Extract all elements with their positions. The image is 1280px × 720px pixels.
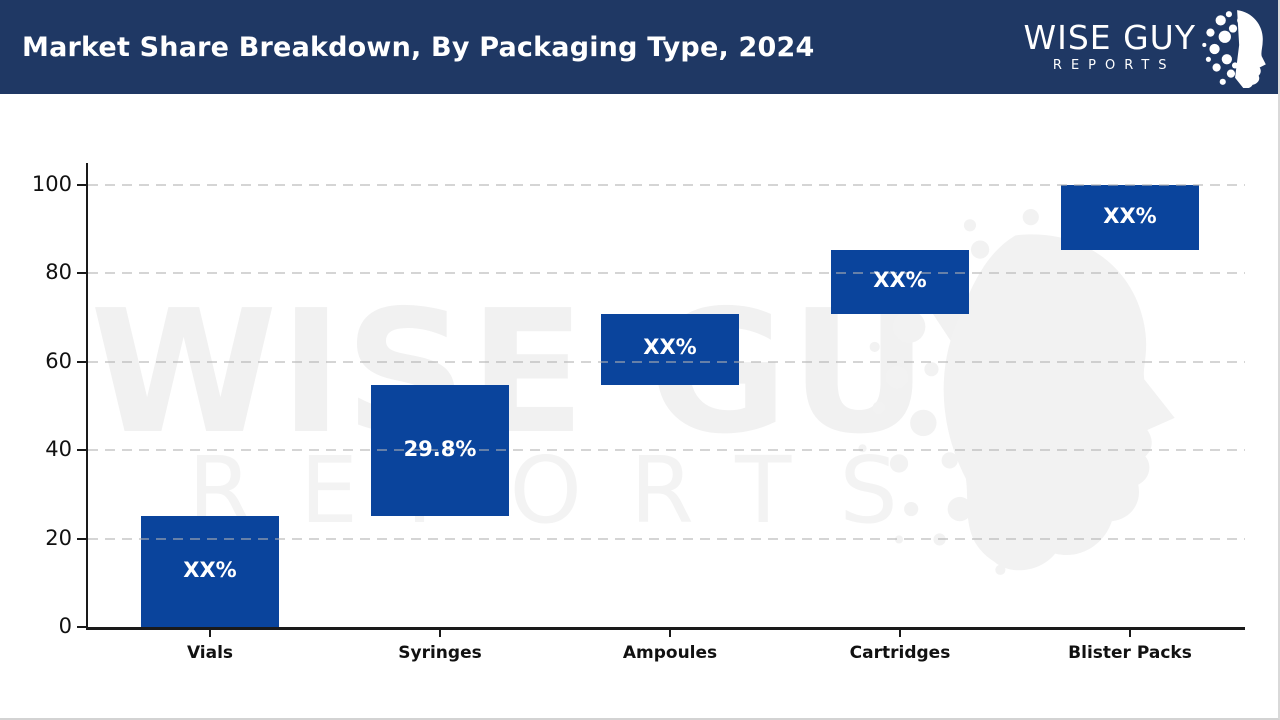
x-category-label: Vials bbox=[186, 643, 234, 663]
y-tick-label-60: 60 bbox=[45, 348, 72, 373]
x-tick-4 bbox=[1129, 629, 1131, 637]
watermark-subtitle: REPORTS bbox=[188, 437, 946, 544]
bar-value-label: XX% bbox=[183, 557, 237, 582]
x-category-label: Ampoules bbox=[622, 643, 718, 663]
bar-blister-packs bbox=[1061, 184, 1199, 251]
bar-ampoules bbox=[601, 313, 739, 385]
bar-value-label: XX% bbox=[643, 335, 697, 360]
plot-area: 0 20 40 60 80 100 XX% 29.8% XX% XX% XX% Vials Syring… bbox=[32, 163, 1245, 663]
x-tick-3 bbox=[899, 629, 901, 637]
gridline-80 bbox=[88, 272, 1245, 275]
x-axis-line bbox=[86, 627, 1245, 630]
chart-title: Market Share Breakdown, By Packaging Typ… bbox=[22, 31, 815, 63]
y-tick-label-20: 20 bbox=[45, 525, 72, 550]
y-tick-label-0: 0 bbox=[58, 614, 72, 638]
y-axis-line bbox=[86, 163, 88, 629]
x-category-label: Cartridges bbox=[849, 643, 951, 663]
y-tick-80 bbox=[77, 272, 86, 275]
x-category-label: Syringes bbox=[398, 643, 482, 663]
gridline-40 bbox=[88, 449, 1245, 452]
y-tick-0 bbox=[77, 626, 86, 628]
bar-cartridges bbox=[831, 250, 969, 314]
y-tick-100 bbox=[77, 183, 86, 186]
x-tick-0 bbox=[209, 629, 211, 637]
y-tick-20 bbox=[77, 537, 86, 540]
logo-subtitle: REPORTS bbox=[1052, 57, 1176, 73]
y-tick-label-80: 80 bbox=[45, 260, 72, 285]
x-tick-1 bbox=[439, 629, 441, 637]
header-bar: Market Share Breakdown, By Packaging Typ… bbox=[0, 0, 1278, 94]
gridline-100 bbox=[88, 183, 1245, 186]
bar-value-label: XX% bbox=[1103, 203, 1157, 228]
y-tick-label-40: 40 bbox=[45, 437, 72, 462]
y-tick-label-100: 100 bbox=[31, 171, 72, 196]
bar-vials bbox=[141, 516, 279, 627]
logo-face-icon bbox=[1202, 10, 1266, 88]
watermark-face-icon bbox=[858, 209, 1175, 575]
bar-value-label: 29.8% bbox=[403, 436, 477, 461]
y-tick-40 bbox=[77, 449, 86, 452]
x-category-label: Blister Packs bbox=[1068, 643, 1192, 663]
logo-text: WISE GUY REPORTS bbox=[1023, 21, 1196, 73]
gridline-20 bbox=[88, 537, 1245, 540]
gridline-60 bbox=[88, 360, 1245, 363]
logo-wordmark: WISE GUY bbox=[1023, 18, 1196, 58]
x-tick-2 bbox=[669, 629, 671, 637]
bar-value-label: XX% bbox=[873, 268, 927, 293]
y-tick-60 bbox=[77, 360, 86, 363]
wise-guy-logo: WISE GUY REPORTS bbox=[1023, 6, 1278, 88]
